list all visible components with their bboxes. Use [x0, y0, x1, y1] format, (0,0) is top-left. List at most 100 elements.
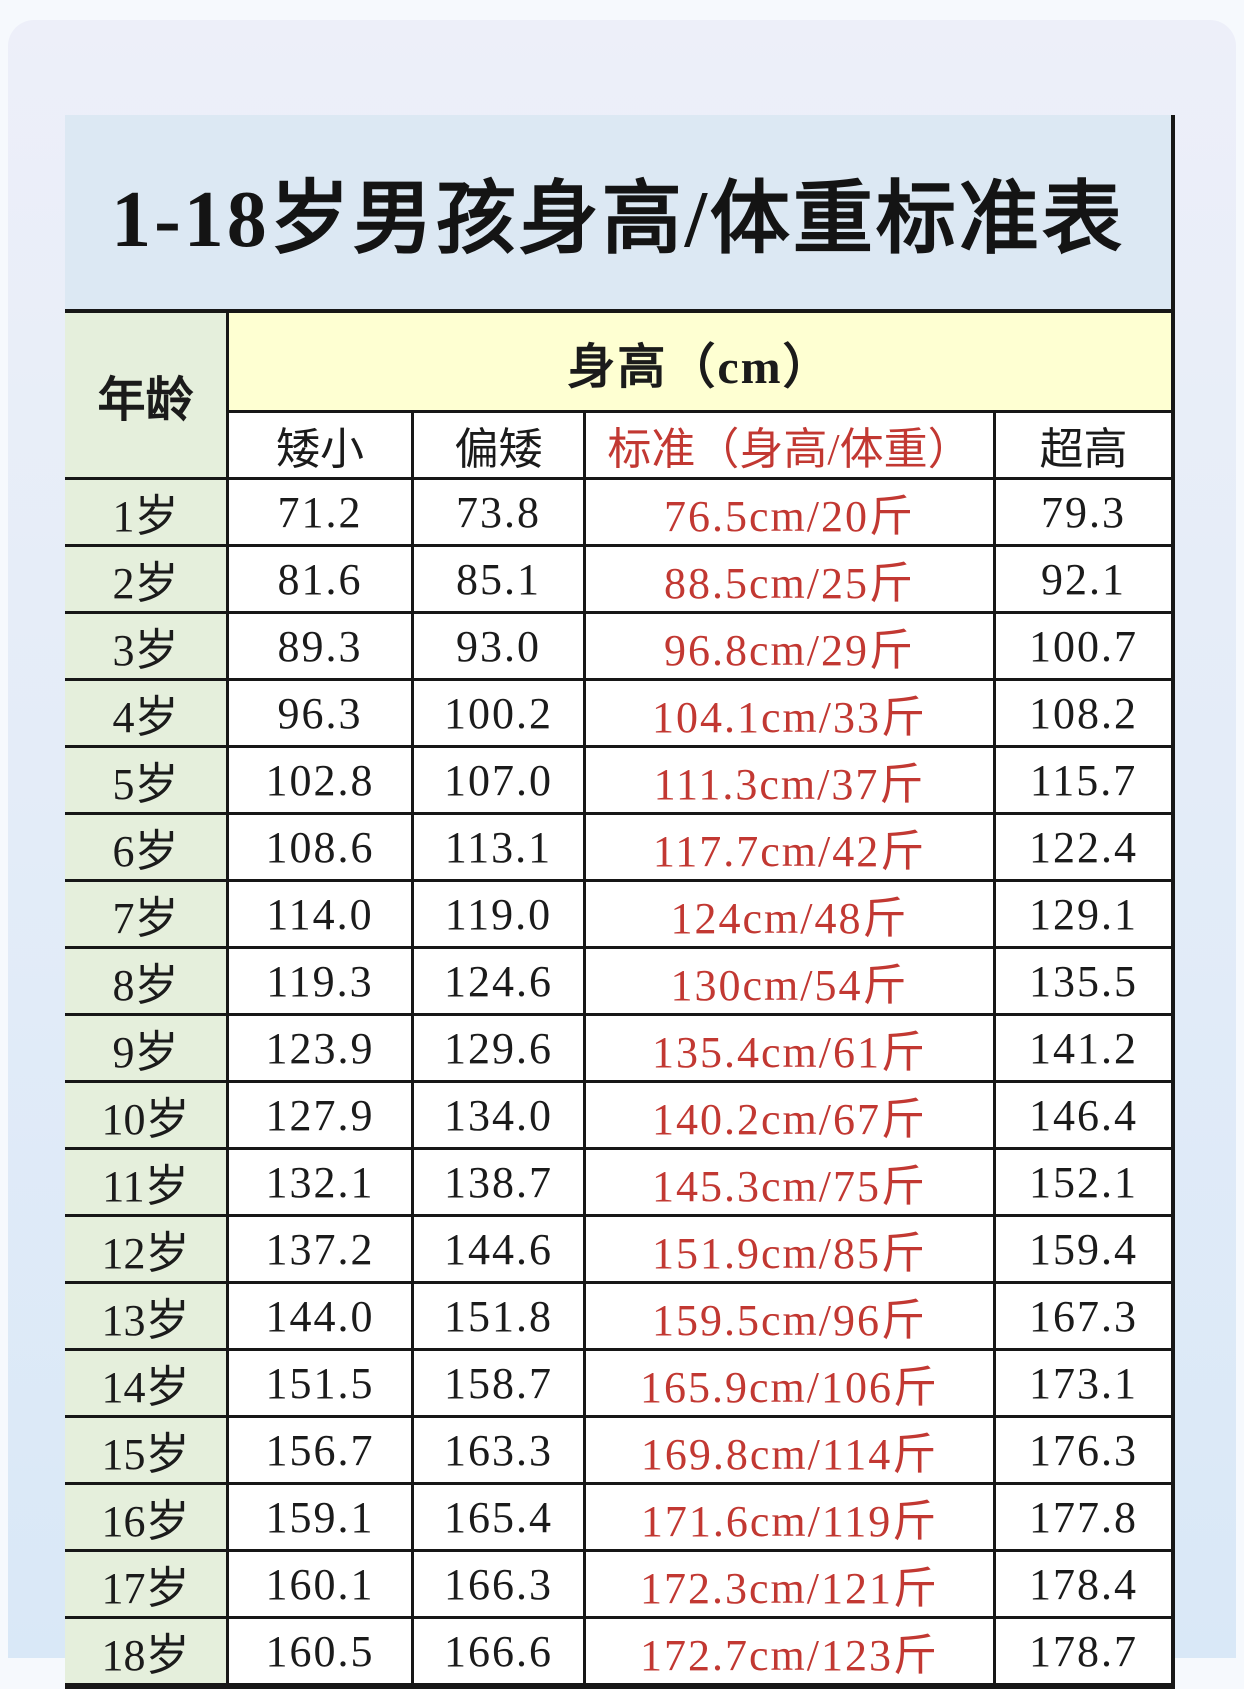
- table-row: 17岁 160.1 166.3 172.3cm/121斤 178.4: [65, 1552, 1175, 1619]
- table-row: 1岁 71.2 73.8 76.5cm/20斤 79.3: [65, 480, 1175, 547]
- table-row: 15岁 156.7 163.3 169.8cm/114斤 176.3: [65, 1418, 1175, 1485]
- table-row: 16岁 159.1 165.4 171.6cm/119斤 177.8: [65, 1485, 1175, 1552]
- slightly-short-height-cell: 124.6: [413, 949, 587, 1016]
- tall-height-cell: 135.5: [996, 949, 1175, 1016]
- slightly-short-height-cell: 85.1: [413, 547, 587, 614]
- standard-height-weight-cell: 135.4cm/61斤: [586, 1016, 997, 1083]
- short-height-cell: 132.1: [228, 1150, 414, 1217]
- tall-height-cell: 176.3: [996, 1418, 1175, 1485]
- slightly-short-height-cell: 166.6: [413, 1619, 587, 1689]
- table-row: 3岁 89.3 93.0 96.8cm/29斤 100.7: [65, 614, 1175, 681]
- standard-height-weight-cell: 130cm/54斤: [586, 949, 997, 1016]
- age-cell: 17岁: [65, 1552, 229, 1619]
- short-height-cell: 119.3: [228, 949, 414, 1016]
- slightly-short-height-cell: 158.7: [413, 1351, 587, 1418]
- standard-height-weight-cell: 172.3cm/121斤: [586, 1552, 997, 1619]
- table-body: 1岁 71.2 73.8 76.5cm/20斤 79.3 2岁 81.6 85.…: [65, 480, 1175, 1689]
- short-height-cell: 96.3: [228, 681, 414, 748]
- age-cell: 7岁: [65, 882, 229, 949]
- tall-height-cell: 129.1: [996, 882, 1175, 949]
- short-height-cell: 81.6: [228, 547, 414, 614]
- age-cell: 16岁: [65, 1485, 229, 1552]
- age-cell: 6岁: [65, 815, 229, 882]
- tall-height-cell: 115.7: [996, 748, 1175, 815]
- age-cell: 4岁: [65, 681, 229, 748]
- header-row-group: 年龄 身高（cm）: [65, 313, 1175, 480]
- short-height-cell: 160.1: [228, 1552, 414, 1619]
- age-column-header: 年龄: [65, 313, 229, 480]
- height-group-header: 身高（cm）: [228, 313, 1175, 413]
- tall-height-cell: 122.4: [996, 815, 1175, 882]
- standard-height-weight-cell: 88.5cm/25斤: [586, 547, 997, 614]
- table-title: 1-18岁男孩身高/体重标准表: [65, 115, 1175, 313]
- subheader-short: 矮小: [228, 413, 414, 480]
- subheader-tall: 超高: [996, 413, 1175, 480]
- short-height-cell: 127.9: [228, 1083, 414, 1150]
- standard-height-weight-cell: 172.7cm/123斤: [586, 1619, 997, 1689]
- subheader-standard-height-weight: 标准（身高/体重）: [586, 413, 997, 480]
- age-cell: 15岁: [65, 1418, 229, 1485]
- age-cell: 5岁: [65, 748, 229, 815]
- tall-height-cell: 178.7: [996, 1619, 1175, 1689]
- table-row: 2岁 81.6 85.1 88.5cm/25斤 92.1: [65, 547, 1175, 614]
- short-height-cell: 123.9: [228, 1016, 414, 1083]
- table-row: 18岁 160.5 166.6 172.7cm/123斤 178.7: [65, 1619, 1175, 1689]
- short-height-cell: 114.0: [228, 882, 414, 949]
- standard-height-weight-cell: 96.8cm/29斤: [586, 614, 997, 681]
- standard-height-weight-cell: 171.6cm/119斤: [586, 1485, 997, 1552]
- header-row-categories: 矮小 偏矮 标准（身高/体重） 超高: [65, 413, 1175, 480]
- slightly-short-height-cell: 100.2: [413, 681, 587, 748]
- standard-height-weight-cell: 124cm/48斤: [586, 882, 997, 949]
- standard-height-weight-cell: 140.2cm/67斤: [586, 1083, 997, 1150]
- standard-height-weight-cell: 117.7cm/42斤: [586, 815, 997, 882]
- short-height-cell: 102.8: [228, 748, 414, 815]
- age-cell: 2岁: [65, 547, 229, 614]
- table-row: 11岁 132.1 138.7 145.3cm/75斤 152.1: [65, 1150, 1175, 1217]
- tall-height-cell: 152.1: [996, 1150, 1175, 1217]
- table-row: 9岁 123.9 129.6 135.4cm/61斤 141.2: [65, 1016, 1175, 1083]
- slightly-short-height-cell: 165.4: [413, 1485, 587, 1552]
- slightly-short-height-cell: 129.6: [413, 1016, 587, 1083]
- short-height-cell: 144.0: [228, 1284, 414, 1351]
- tall-height-cell: 167.3: [996, 1284, 1175, 1351]
- table-row: 13岁 144.0 151.8 159.5cm/96斤 167.3: [65, 1284, 1175, 1351]
- tall-height-cell: 178.4: [996, 1552, 1175, 1619]
- standard-height-weight-cell: 159.5cm/96斤: [586, 1284, 997, 1351]
- slightly-short-height-cell: 163.3: [413, 1418, 587, 1485]
- short-height-cell: 137.2: [228, 1217, 414, 1284]
- table-row: 12岁 137.2 144.6 151.9cm/85斤 159.4: [65, 1217, 1175, 1284]
- standard-height-weight-cell: 111.3cm/37斤: [586, 748, 997, 815]
- tall-height-cell: 100.7: [996, 614, 1175, 681]
- tall-height-cell: 92.1: [996, 547, 1175, 614]
- short-height-cell: 156.7: [228, 1418, 414, 1485]
- tall-height-cell: 159.4: [996, 1217, 1175, 1284]
- table-row: 8岁 119.3 124.6 130cm/54斤 135.5: [65, 949, 1175, 1016]
- standard-height-weight-cell: 169.8cm/114斤: [586, 1418, 997, 1485]
- standard-height-weight-cell: 165.9cm/106斤: [586, 1351, 997, 1418]
- table-row: 14岁 151.5 158.7 165.9cm/106斤 173.1: [65, 1351, 1175, 1418]
- age-cell: 3岁: [65, 614, 229, 681]
- slightly-short-height-cell: 134.0: [413, 1083, 587, 1150]
- height-weight-table-card: 1-18岁男孩身高/体重标准表 年龄 身高（cm） 矮小 偏矮 标准（身高/体重…: [65, 115, 1175, 1689]
- table-row: 7岁 114.0 119.0 124cm/48斤 129.1: [65, 882, 1175, 949]
- short-height-cell: 89.3: [228, 614, 414, 681]
- standard-height-weight-cell: 151.9cm/85斤: [586, 1217, 997, 1284]
- age-cell: 12岁: [65, 1217, 229, 1284]
- slightly-short-height-cell: 93.0: [413, 614, 587, 681]
- slightly-short-height-cell: 73.8: [413, 480, 587, 547]
- table-row: 4岁 96.3 100.2 104.1cm/33斤 108.2: [65, 681, 1175, 748]
- table-row: 5岁 102.8 107.0 111.3cm/37斤 115.7: [65, 748, 1175, 815]
- tall-height-cell: 173.1: [996, 1351, 1175, 1418]
- table-row: 6岁 108.6 113.1 117.7cm/42斤 122.4: [65, 815, 1175, 882]
- age-cell: 18岁: [65, 1619, 229, 1689]
- slightly-short-height-cell: 166.3: [413, 1552, 587, 1619]
- subheader-slightly-short: 偏矮: [413, 413, 587, 480]
- standard-height-weight-cell: 76.5cm/20斤: [586, 480, 997, 547]
- height-weight-standard-table: 年龄 身高（cm） 矮小 偏矮 标准（身高/体重） 超高 1岁 71.2 73.…: [65, 313, 1175, 1689]
- age-cell: 8岁: [65, 949, 229, 1016]
- short-height-cell: 151.5: [228, 1351, 414, 1418]
- age-cell: 9岁: [65, 1016, 229, 1083]
- slightly-short-height-cell: 151.8: [413, 1284, 587, 1351]
- age-cell: 10岁: [65, 1083, 229, 1150]
- slightly-short-height-cell: 138.7: [413, 1150, 587, 1217]
